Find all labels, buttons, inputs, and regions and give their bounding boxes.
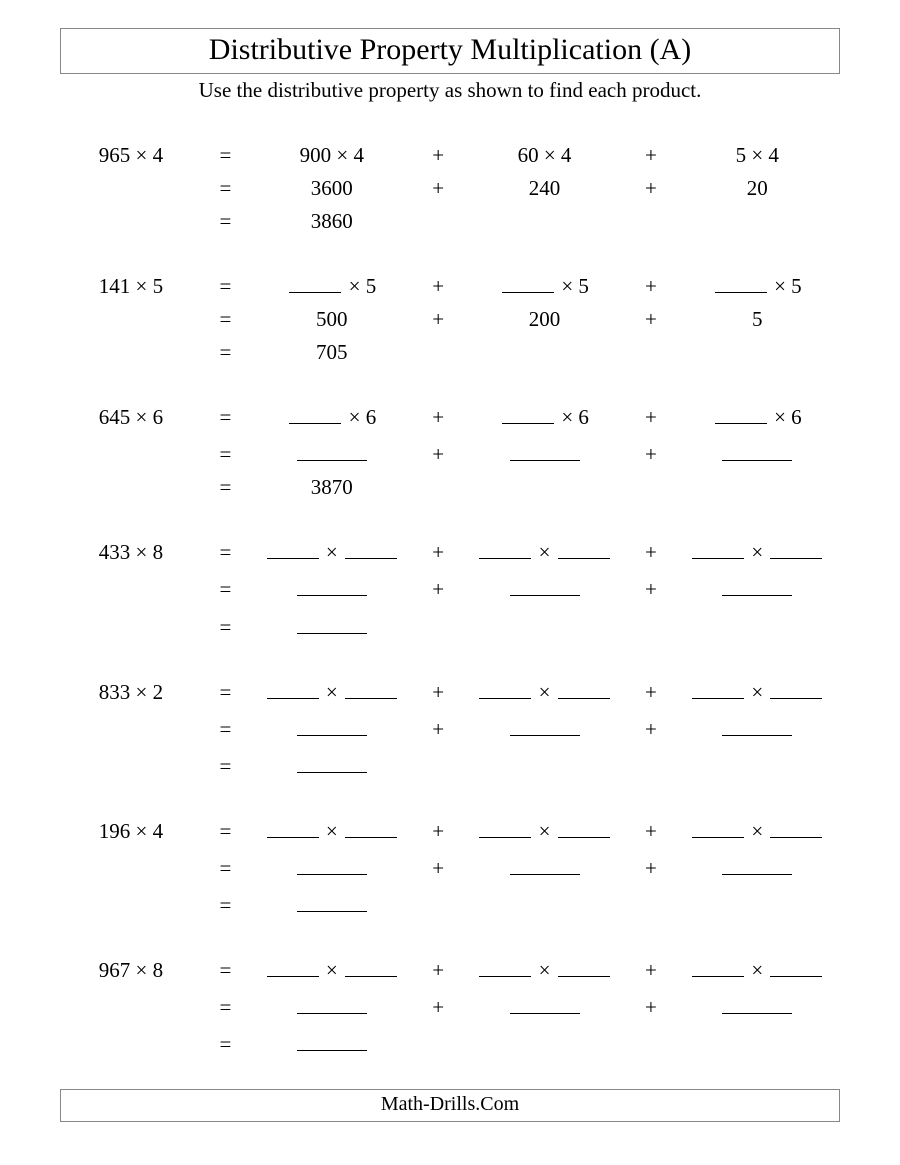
problem-lhs: 833 × 2 [60, 672, 202, 709]
problem-2: 141 × 5= × 5+ × 5+ × 5=500+200+5=705 [60, 266, 840, 369]
problem-5: 833 × 2= × + × + × =++= [60, 672, 840, 783]
problem-1: 965 × 4=900 × 4+60 × 4+5 × 4=3600+240+20… [60, 139, 840, 238]
problem-lhs: 433 × 8 [60, 532, 202, 569]
page-title: Distributive Property Multiplication (A) [60, 28, 840, 74]
problem-lhs: 645 × 6 [60, 397, 202, 434]
problem-lhs: 141 × 5 [60, 266, 202, 303]
problem-6: 196 × 4= × + × + × =++= [60, 811, 840, 922]
problem-7: 967 × 8= × + × + × =++= [60, 950, 840, 1061]
problem-3: 645 × 6= × 6+ × 6+ × 6=++=3870 [60, 397, 840, 504]
footer: Math-Drills.Com [60, 1089, 840, 1122]
problem-lhs: 196 × 4 [60, 811, 202, 848]
worksheet-page: Distributive Property Multiplication (A)… [0, 0, 900, 1142]
problem-4: 433 × 8= × + × + × =++= [60, 532, 840, 643]
problem-lhs: 967 × 8 [60, 950, 202, 987]
problems-container: 965 × 4=900 × 4+60 × 4+5 × 4=3600+240+20… [60, 139, 840, 1061]
instructions: Use the distributive property as shown t… [60, 78, 840, 103]
problem-lhs: 965 × 4 [60, 139, 202, 172]
